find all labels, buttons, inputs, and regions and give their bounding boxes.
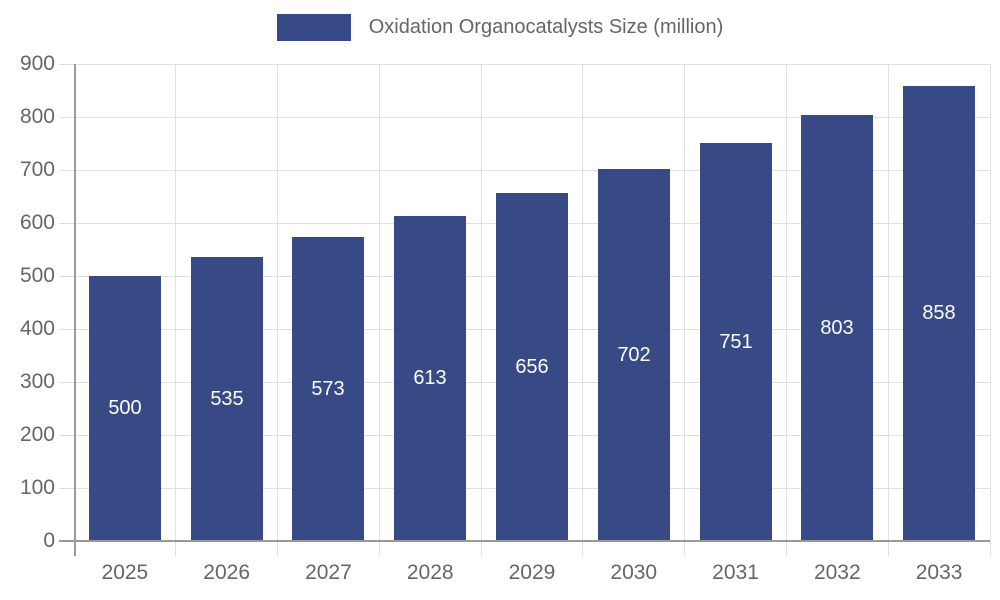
bar-value-label: 656 bbox=[515, 355, 549, 378]
x-gridline bbox=[785, 64, 787, 556]
y-tick-label: 400 bbox=[19, 317, 55, 340]
legend-label: Oxidation Organocatalysts Size (million) bbox=[368, 16, 724, 38]
bar: 751 bbox=[700, 143, 772, 541]
y-tick-label: 900 bbox=[19, 52, 55, 75]
x-tick-label: 2026 bbox=[203, 561, 250, 584]
y-tick-label: 600 bbox=[19, 211, 55, 234]
y-tick-label: 300 bbox=[19, 370, 55, 393]
y-tick-label: 800 bbox=[19, 105, 55, 128]
x-tick-label: 2030 bbox=[610, 561, 658, 584]
y-tick-label: 0 bbox=[43, 529, 55, 552]
bar-value-label: 613 bbox=[413, 367, 447, 389]
bar: 656 bbox=[496, 193, 568, 541]
plot-area: 0 100 200 300 400 500 600 700 800 900 500 2025 535 20… bbox=[20, 53, 991, 583]
x-gridline bbox=[989, 64, 991, 556]
bar-value-label: 573 bbox=[311, 377, 345, 400]
bar-value-label: 858 bbox=[922, 302, 956, 324]
x-tick-label: 2032 bbox=[813, 561, 861, 584]
legend[interactable]: Oxidation Organocatalysts Size (million) bbox=[0, 14, 1000, 41]
bar: 803 bbox=[801, 115, 873, 541]
x-tick-label: 2025 bbox=[101, 561, 149, 584]
y-tick-label: 200 bbox=[19, 423, 55, 446]
y-tick-label: 500 bbox=[19, 264, 55, 287]
x-tick-label: 2031 bbox=[712, 561, 759, 584]
bar: 500 bbox=[89, 276, 161, 541]
x-tick-label: 2028 bbox=[406, 561, 454, 584]
bar: 613 bbox=[394, 216, 466, 541]
bar-value-label: 803 bbox=[820, 316, 854, 339]
bar-value-label: 751 bbox=[719, 330, 753, 353]
bar: 858 bbox=[903, 86, 975, 541]
y-gridline bbox=[59, 169, 990, 171]
bar-value-label: 500 bbox=[108, 397, 142, 419]
x-gridline bbox=[684, 64, 686, 556]
y-tick-label: 700 bbox=[19, 158, 55, 181]
bar: 702 bbox=[598, 169, 670, 541]
bar: 535 bbox=[191, 257, 263, 541]
x-gridline bbox=[175, 64, 177, 556]
x-gridline bbox=[378, 64, 380, 556]
y-gridline bbox=[59, 116, 990, 118]
bar-value-label: 535 bbox=[210, 387, 244, 410]
y-axis-line bbox=[74, 64, 76, 556]
bar: 573 bbox=[292, 237, 364, 541]
x-gridline bbox=[887, 64, 889, 556]
y-tick-label: 100 bbox=[19, 476, 55, 499]
x-gridline bbox=[277, 64, 279, 556]
bar-value-label: 702 bbox=[617, 343, 651, 366]
x-axis-line bbox=[59, 540, 990, 542]
x-tick-label: 2027 bbox=[305, 561, 352, 584]
legend-swatch bbox=[276, 14, 351, 41]
x-gridline bbox=[480, 64, 482, 556]
y-gridline bbox=[59, 63, 990, 65]
x-tick-label: 2033 bbox=[915, 561, 963, 584]
x-tick-label: 2029 bbox=[508, 561, 556, 584]
x-gridline bbox=[582, 64, 584, 556]
